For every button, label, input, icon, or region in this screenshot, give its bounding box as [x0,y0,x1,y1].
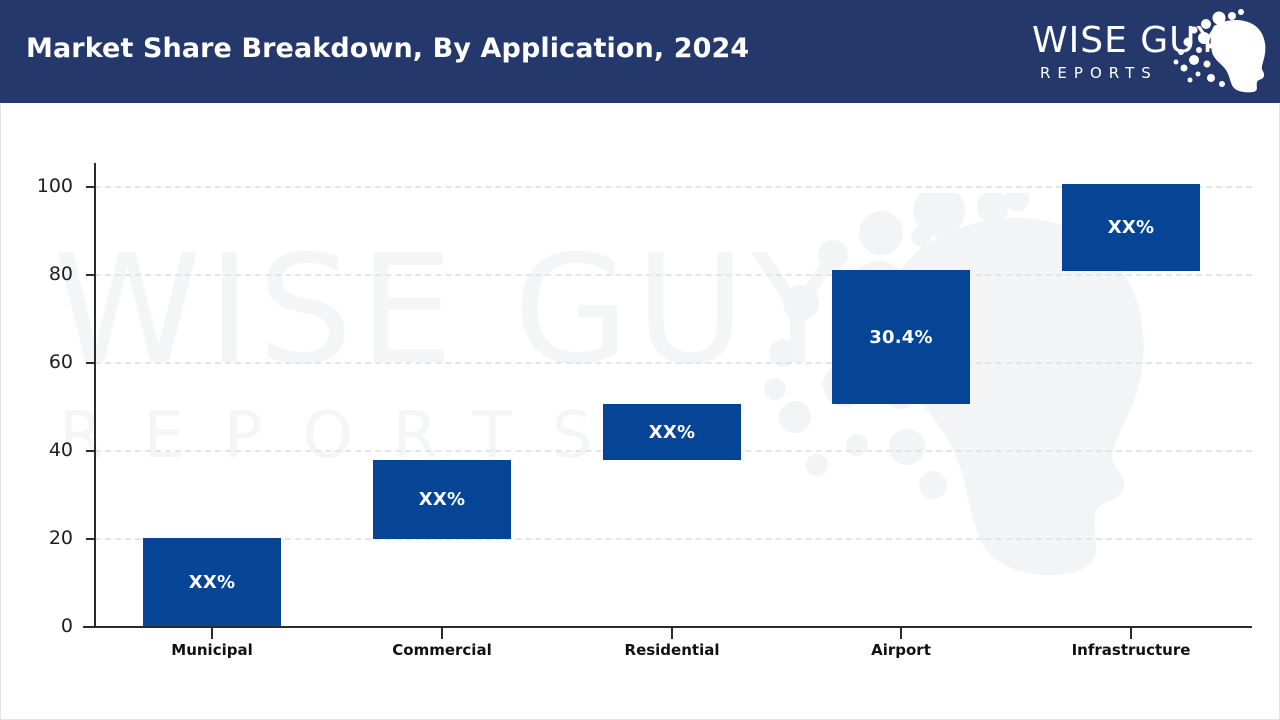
x-tick-label-municipal: Municipal [171,641,253,659]
bar-residential[interactable]: XX% [603,404,741,460]
page-title: Market Share Breakdown, By Application, … [26,33,750,64]
chart-container: WISE GUY REPORTS [0,103,1280,720]
y-tick-label-100: 100 [36,175,73,197]
x-tick-label-residential: Residential [624,641,720,659]
x-tick-mark-municipal [211,628,213,639]
x-axis-line [83,626,1252,628]
bar-commercial[interactable]: XX% [373,460,511,539]
y-tick-label-80: 80 [48,263,73,285]
y-tick-mark-0 [86,626,95,628]
x-tick-label-infrastructure: Infrastructure [1071,641,1191,659]
y-tick-mark-60 [86,362,95,364]
bar-label-airport: 30.4% [869,326,933,348]
bar-label-residential: XX% [648,421,696,443]
y-tick-label-60: 60 [48,351,73,373]
page-header: Market Share Breakdown, By Application, … [0,0,1280,103]
gridline-20 [95,538,1252,540]
y-tick-mark-20 [86,538,95,540]
gridline-60 [95,362,1252,364]
y-tick-label-20: 20 [48,527,73,549]
bar-municipal[interactable]: XX% [143,538,281,626]
x-tick-mark-airport [900,628,902,639]
y-tick-mark-100 [86,186,95,188]
y-tick-mark-40 [86,450,95,452]
bar-label-municipal: XX% [188,571,236,593]
y-tick-mark-80 [86,274,95,276]
bar-label-commercial: XX% [418,489,466,510]
y-axis-line [94,163,96,627]
wise-guy-reports-logo: WISE GUY REPORTS [1018,8,1272,96]
x-tick-mark-residential [671,628,673,639]
bar-label-infrastructure: XX% [1107,217,1155,238]
gridline-100 [95,186,1252,188]
x-tick-mark-commercial [441,628,443,639]
x-tick-label-airport: Airport [871,641,931,659]
x-tick-mark-infrastructure [1130,628,1132,639]
gridline-80 [95,274,1252,276]
y-tick-label-0: 0 [60,615,73,637]
y-tick-label-40: 40 [48,439,73,461]
x-tick-label-commercial: Commercial [392,641,492,659]
bar-infrastructure[interactable]: XX% [1062,184,1200,271]
bar-airport[interactable]: 30.4% [832,270,970,404]
svg-text:REPORTS: REPORTS [1040,64,1158,82]
plot-area: XX% XX% XX% 30.4% XX% 100 80 [1,103,1279,719]
